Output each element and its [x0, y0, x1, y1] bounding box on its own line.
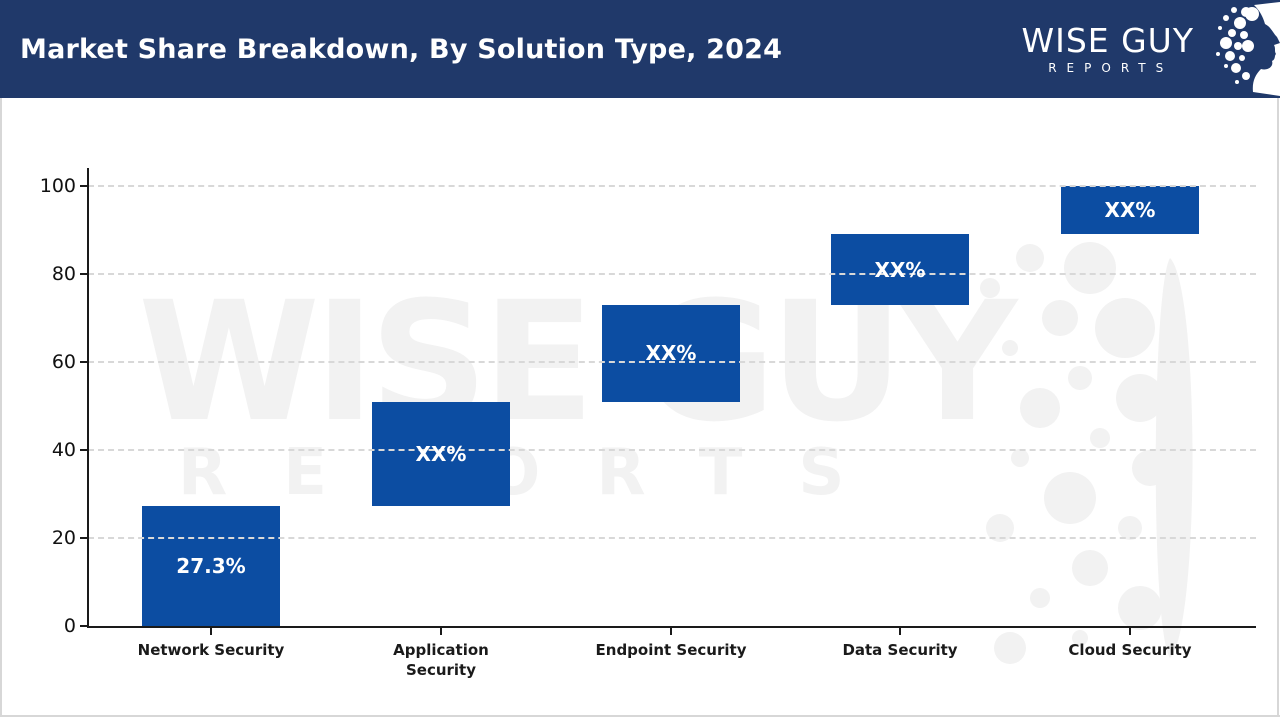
- y-tick-label-80: 80: [51, 263, 76, 285]
- y-tickmark-60: [80, 361, 87, 363]
- bar-value-label-3: XX%: [874, 257, 926, 282]
- gridline-100: [88, 185, 1256, 187]
- y-tickmark-100: [80, 185, 87, 187]
- x-category-label-0: Network Security: [137, 641, 285, 659]
- y-tick-label-100: 100: [39, 175, 76, 197]
- logo-face-icon: [1216, 2, 1280, 96]
- y-tickmark-80: [80, 273, 87, 275]
- bar-value-label-1: XX%: [415, 441, 467, 466]
- plot: 0 20 40 60 80 100 Network Security Application …: [0, 98, 1280, 720]
- page-title: Market Share Breakdown, By Solution Type…: [20, 33, 783, 65]
- logo-wordmark: WISE GUY REPORTS: [1021, 20, 1194, 75]
- wise-guy-reports-logo: WISE GUY REPORTS: [1021, 0, 1280, 98]
- bar-network-security: [142, 505, 280, 626]
- frame-edge-bottom: [0, 715, 1280, 717]
- x-tickmark-3: [899, 628, 901, 635]
- bar-value-label-2: XX%: [645, 341, 697, 366]
- y-tick-label-40: 40: [51, 439, 76, 461]
- x-axis-line: [87, 626, 1256, 628]
- x-category-label-2: Endpoint Security: [595, 641, 747, 659]
- y-tick-label-0: 0: [63, 615, 76, 637]
- frame-edge-left: [0, 98, 2, 717]
- header: Market Share Breakdown, By Solution Type…: [0, 0, 1280, 98]
- y-axis-line: [87, 168, 89, 628]
- x-tickmark-1: [440, 628, 442, 635]
- x-category-label-3: Data Security: [842, 641, 958, 659]
- bar-application-security: [372, 401, 510, 506]
- y-tickmark-40: [80, 449, 87, 451]
- frame-edge-right: [1277, 98, 1279, 717]
- gridline-60: [88, 361, 1256, 363]
- gridline-40: [88, 449, 1256, 451]
- logo-wordmark-line2: REPORTS: [1048, 60, 1174, 75]
- gridline-80: [88, 273, 1256, 275]
- y-tickmark-20: [80, 537, 87, 539]
- bar-value-label-0: 27.3%: [176, 553, 246, 578]
- x-tickmark-2: [670, 628, 672, 635]
- x-category-label-4: Cloud Security: [1068, 641, 1192, 659]
- bar-value-label-4: XX%: [1104, 198, 1156, 223]
- gridline-20: [88, 537, 1256, 539]
- x-tickmark-0: [210, 628, 212, 635]
- bar-endpoint-security: [602, 304, 740, 402]
- x-tickmark-4: [1129, 628, 1131, 635]
- y-tick-label-60: 60: [51, 351, 76, 373]
- y-tickmark-0: [80, 625, 87, 627]
- bar-data-security: [831, 234, 969, 305]
- bar-cloud-security: [1061, 186, 1199, 235]
- x-category-label-1: Application Security: [393, 641, 489, 679]
- y-tick-label-20: 20: [51, 527, 76, 549]
- logo-wordmark-line1: WISE GUY: [1021, 20, 1194, 60]
- chart-area: WISE GUY REPORTS 0 20 40 60 80 100 Network Sec…: [0, 98, 1280, 720]
